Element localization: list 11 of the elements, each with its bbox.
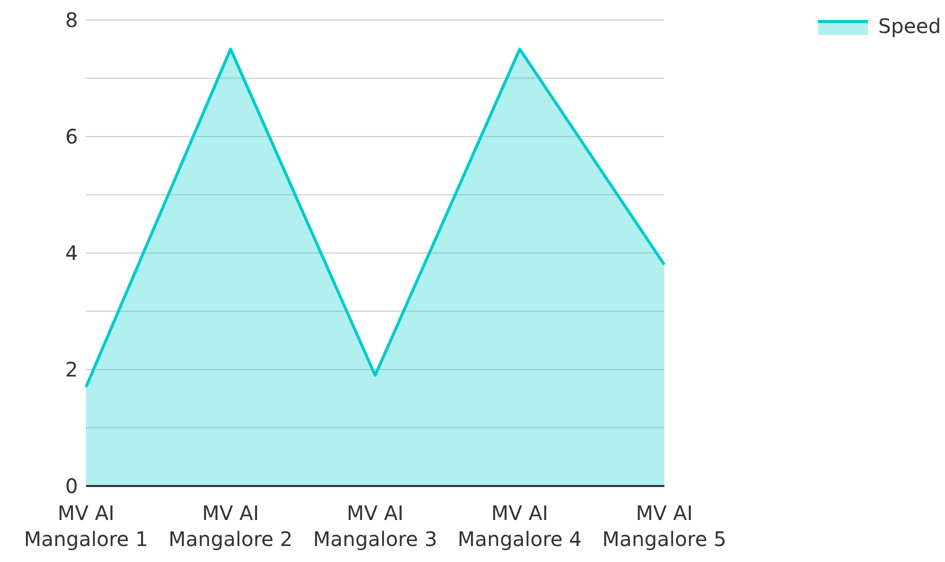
y-tick-label: 8 [65,8,78,32]
y-tick-label: 0 [65,474,78,498]
legend-label: Speed [878,14,941,38]
x-tick-label: MV AI Mangalore 4 [458,501,582,551]
x-tick-label: MV AI Mangalore 2 [168,501,293,551]
x-tick-label: MV AI Mangalore 5 [602,501,726,551]
y-tick-label: 2 [65,358,78,382]
x-tick-label: MV AI Mangalore 1 [24,501,148,551]
y-tick-label: 6 [65,124,78,149]
y-tick-label: 4 [65,241,78,266]
x-tick-label: MV AI Mangalore 3 [313,501,438,551]
